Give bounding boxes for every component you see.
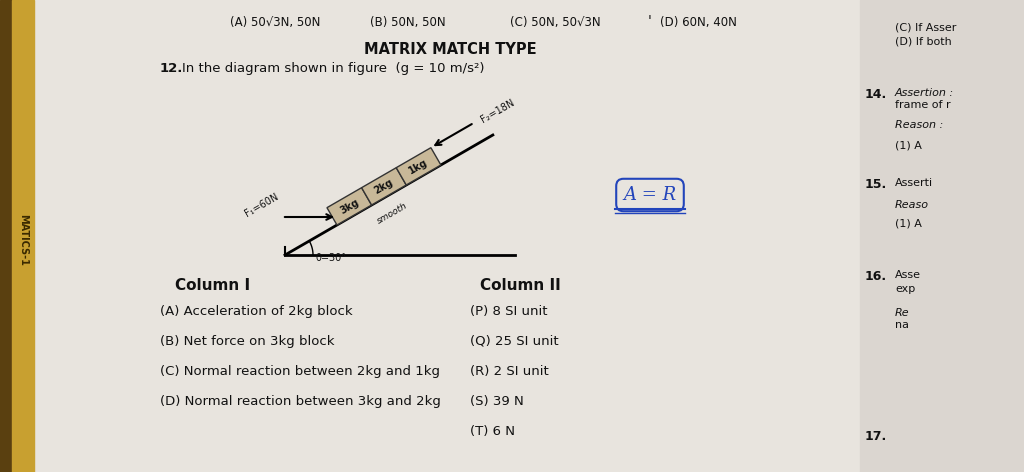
Text: 3kg: 3kg: [338, 197, 360, 216]
Text: A = R: A = R: [624, 186, 677, 204]
Text: Asserti: Asserti: [895, 178, 933, 188]
Text: MATICS-1: MATICS-1: [18, 214, 28, 266]
Text: Asse: Asse: [895, 270, 921, 280]
Text: (A) Acceleration of 2kg block: (A) Acceleration of 2kg block: [160, 305, 352, 318]
Text: (C) Normal reaction between 2kg and 1kg: (C) Normal reaction between 2kg and 1kg: [160, 365, 440, 378]
Bar: [860, 0, 1024, 472]
Text: (C) If Asser: (C) If Asser: [895, 22, 956, 32]
Text: frame of r: frame of r: [895, 100, 950, 110]
Text: (1) A: (1) A: [895, 140, 922, 150]
Text: (1) A: (1) A: [895, 218, 922, 228]
Text: (S) 39 N: (S) 39 N: [470, 395, 523, 408]
Text: Column I: Column I: [175, 278, 250, 293]
Text: MATRIX MATCH TYPE: MATRIX MATCH TYPE: [364, 42, 537, 57]
Text: (Q) 25 SI unit: (Q) 25 SI unit: [470, 335, 559, 348]
Bar: [0, 0, 12, 472]
Text: Column II: Column II: [480, 278, 561, 293]
Text: Assertion :: Assertion :: [895, 88, 954, 98]
Polygon shape: [396, 148, 441, 185]
Text: Reason :: Reason :: [895, 120, 943, 130]
Text: (A) 50√3N, 50N: (A) 50√3N, 50N: [230, 16, 321, 29]
Bar: [12, 0, 34, 472]
Text: ': ': [648, 14, 652, 28]
Text: 2kg: 2kg: [373, 177, 395, 196]
Text: (D) If both: (D) If both: [895, 36, 951, 46]
Polygon shape: [361, 168, 407, 205]
Text: (T) 6 N: (T) 6 N: [470, 425, 515, 438]
Text: (B) Net force on 3kg block: (B) Net force on 3kg block: [160, 335, 335, 348]
Text: (C) 50N, 50√3N: (C) 50N, 50√3N: [510, 16, 601, 29]
Polygon shape: [327, 188, 372, 225]
Text: (D) 60N, 40N: (D) 60N, 40N: [660, 16, 737, 29]
Text: 1kg: 1kg: [408, 157, 430, 176]
Text: exp: exp: [895, 284, 915, 294]
Text: 17.: 17.: [865, 430, 887, 443]
Text: (B) 50N, 50N: (B) 50N, 50N: [370, 16, 445, 29]
Text: In the diagram shown in figure  (g = 10 m/s²): In the diagram shown in figure (g = 10 m…: [182, 62, 484, 75]
Text: (P) 8 SI unit: (P) 8 SI unit: [470, 305, 548, 318]
Text: Re: Re: [895, 308, 909, 318]
Text: F₁=60N: F₁=60N: [243, 191, 280, 219]
Text: 12.: 12.: [160, 62, 183, 75]
Text: (R) 2 SI unit: (R) 2 SI unit: [470, 365, 549, 378]
Text: (D) Normal reaction between 3kg and 2kg: (D) Normal reaction between 3kg and 2kg: [160, 395, 441, 408]
Text: 14.: 14.: [865, 88, 887, 101]
Text: Reaso: Reaso: [895, 200, 929, 210]
Text: F₂=18N: F₂=18N: [479, 97, 516, 124]
Text: θ=30°: θ=30°: [315, 253, 346, 263]
Text: na: na: [895, 320, 909, 330]
Text: smooth: smooth: [375, 201, 409, 226]
Text: 15.: 15.: [865, 178, 887, 191]
Text: 16.: 16.: [865, 270, 887, 283]
